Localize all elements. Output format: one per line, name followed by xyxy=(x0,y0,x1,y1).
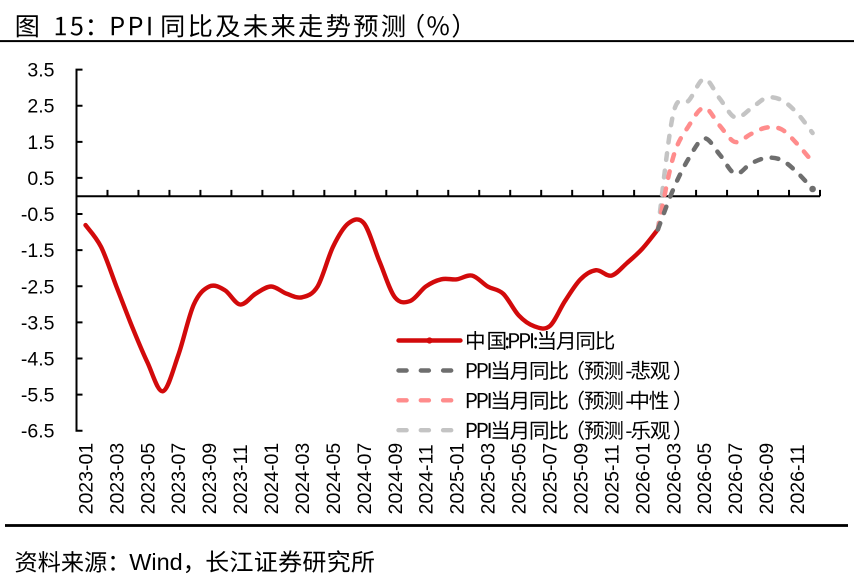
svg-text:2023-03: 2023-03 xyxy=(106,443,128,515)
svg-text:-3.5: -3.5 xyxy=(21,312,55,334)
svg-text:-1.5: -1.5 xyxy=(21,240,55,262)
svg-text:2023-01: 2023-01 xyxy=(75,443,97,515)
svg-text:2023-05: 2023-05 xyxy=(137,443,159,515)
svg-text:2026-03: 2026-03 xyxy=(663,443,685,515)
svg-text:2023-09: 2023-09 xyxy=(199,443,221,515)
svg-text:-6.5: -6.5 xyxy=(21,421,55,443)
svg-text:2026-11: 2026-11 xyxy=(787,444,809,514)
svg-text:-4.5: -4.5 xyxy=(21,348,55,370)
svg-text:2024-11: 2024-11 xyxy=(416,444,438,514)
svg-text:2025-11: 2025-11 xyxy=(601,444,623,514)
svg-text:2026-07: 2026-07 xyxy=(725,443,747,515)
svg-text:-2.5: -2.5 xyxy=(21,276,55,298)
svg-text:2026-09: 2026-09 xyxy=(756,443,778,515)
svg-text:2024-05: 2024-05 xyxy=(323,443,345,515)
svg-text:2025-05: 2025-05 xyxy=(509,443,531,515)
svg-text:2023-11: 2023-11 xyxy=(230,444,252,514)
svg-text:2024-01: 2024-01 xyxy=(261,443,283,515)
svg-text:Wind: Wind xyxy=(129,549,183,575)
svg-text:2025-03: 2025-03 xyxy=(478,443,500,515)
svg-text:2023-07: 2023-07 xyxy=(168,443,190,515)
svg-text:-5.5: -5.5 xyxy=(21,385,55,407)
svg-text:2026-01: 2026-01 xyxy=(632,443,654,515)
svg-text:2025-09: 2025-09 xyxy=(570,443,592,515)
svg-text:2026-05: 2026-05 xyxy=(694,443,716,515)
svg-text:2024-09: 2024-09 xyxy=(385,443,407,515)
svg-text:2025-01: 2025-01 xyxy=(447,443,469,515)
svg-text:2025-07: 2025-07 xyxy=(540,443,562,515)
svg-text:-0.5: -0.5 xyxy=(21,204,55,226)
svg-text:0.5: 0.5 xyxy=(27,168,54,190)
svg-text:2.5: 2.5 xyxy=(27,96,54,118)
svg-text:2024-07: 2024-07 xyxy=(354,443,376,515)
svg-text:2024-03: 2024-03 xyxy=(292,443,314,515)
svg-text:3.5: 3.5 xyxy=(27,60,54,82)
svg-text:1.5: 1.5 xyxy=(27,132,54,154)
